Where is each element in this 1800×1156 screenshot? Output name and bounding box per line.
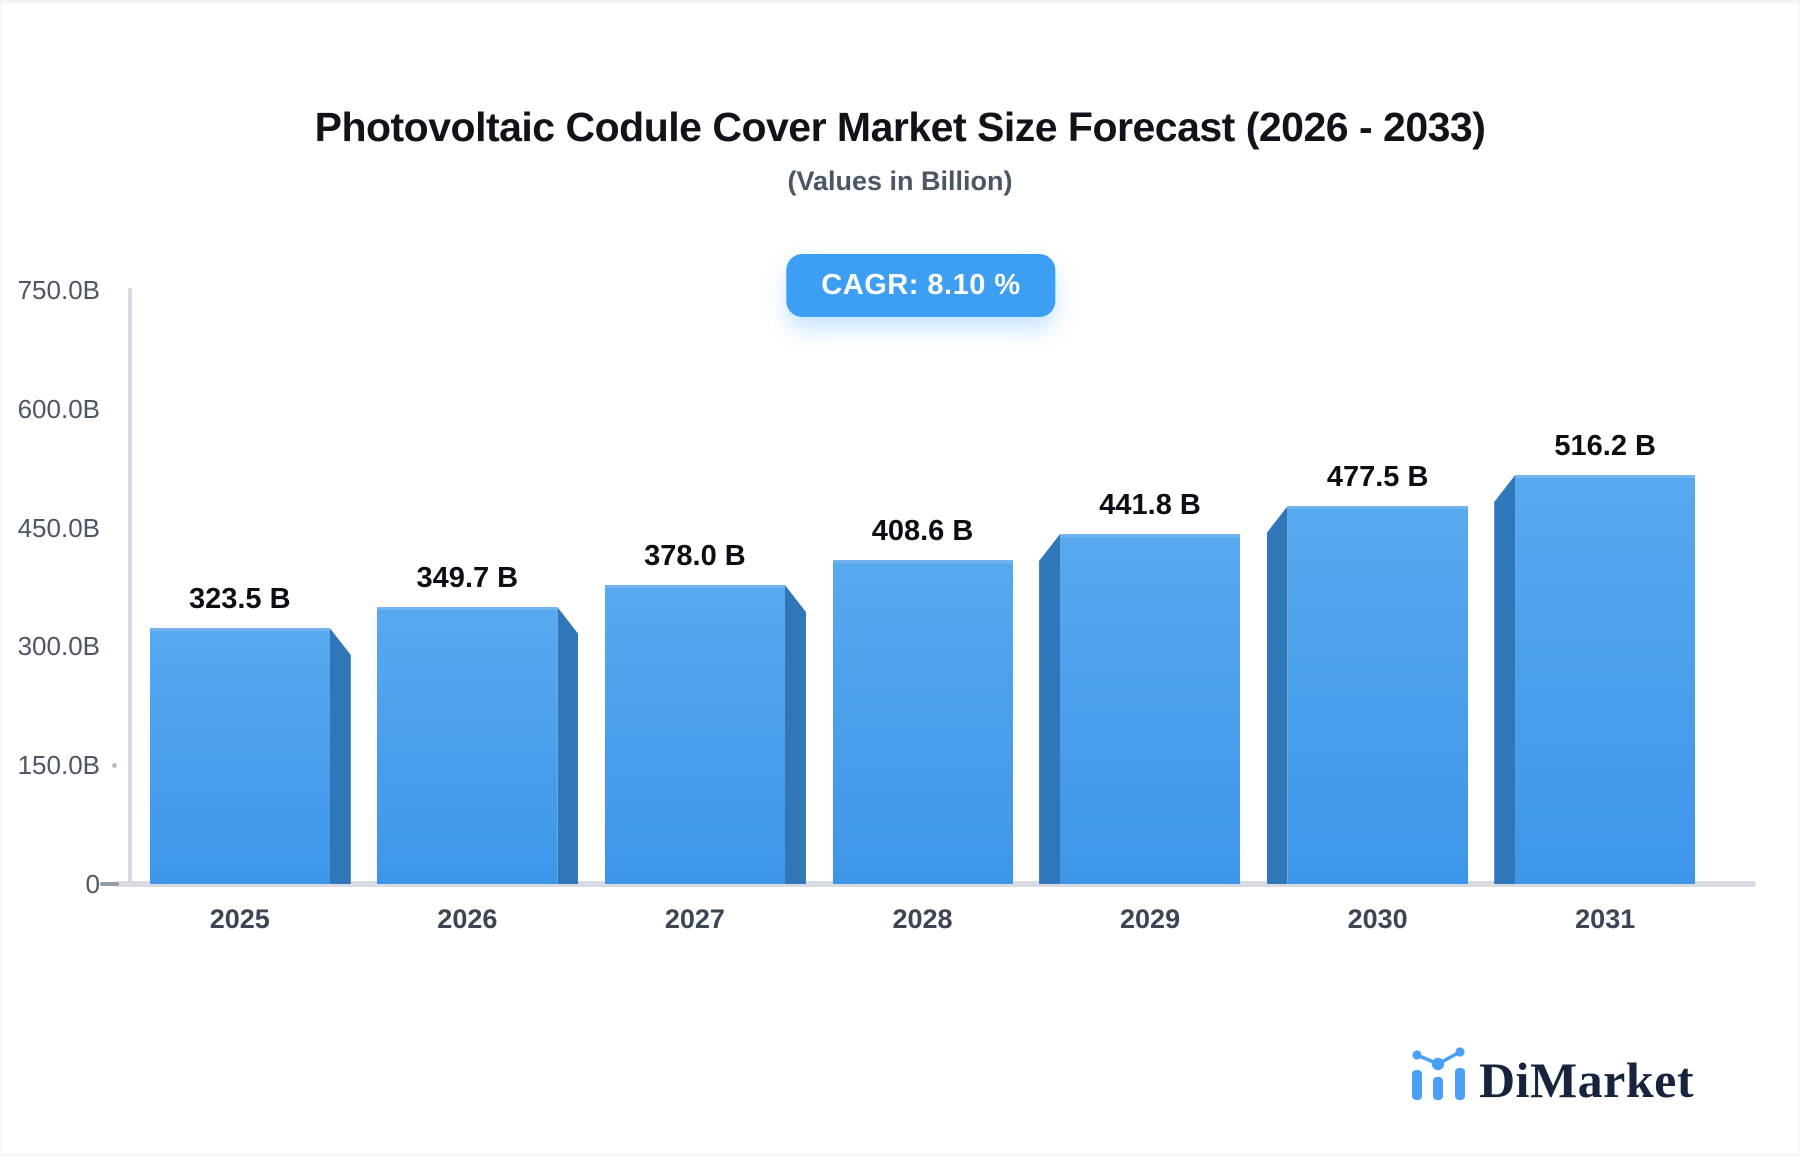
bar-chart-logo-icon [1411,1047,1465,1100]
bar-side [1494,475,1516,884]
bar [1287,506,1468,884]
bar-value-label: 516.2 B [1554,430,1656,462]
bar-side [1039,534,1061,884]
bar-side [1266,506,1288,884]
x-tick-label: 2031 [1575,904,1636,934]
y-tick-label: 150.0B [17,750,100,781]
zero-tick-mark [100,882,119,886]
bar [832,560,1013,884]
bar [1060,534,1241,884]
bar-value-label: 477.5 B [1326,461,1429,493]
chart-subtitle: (Values in Billion) [787,166,1013,196]
bar-value-label: 378.0 B [644,540,746,572]
bar [1515,475,1696,884]
x-tick-label: 2027 [664,904,725,934]
bar-side [557,607,579,884]
bar [149,628,330,884]
y-axis-line [128,288,132,884]
y-tick-label: 600.0B [17,393,100,424]
bar-value-label: 349.7 B [416,562,519,594]
y-tick-label: 750.0B [17,275,100,305]
x-axis-baseline [114,881,1756,887]
bar-value-label: 408.6 B [871,515,974,547]
bar [604,585,785,884]
cagr-badge: CAGR: 8.10 % [786,254,1056,317]
x-tick-label: 2026 [437,904,498,934]
bar-value-label: 441.8 B [1099,489,1201,521]
x-tick-label: 2025 [209,904,270,934]
bar [377,607,558,884]
y-tick-label: 0 [85,869,100,899]
y-tick-label: 300.0B [17,631,100,662]
chart-title: Photovoltaic Codule Cover Market Size Fo… [314,104,1486,150]
x-tick-label: 2029 [1120,904,1181,934]
bar-side [329,628,351,884]
x-tick-label: 2028 [892,904,953,934]
tick-150-mark [112,763,117,768]
logo-text: DiMarket [1478,1052,1694,1108]
y-tick-label: 450.0B [17,512,100,543]
logo: DiMarket [1409,1042,1694,1106]
top-edge-strip [0,0,1800,3]
x-tick-label: 2030 [1347,904,1408,934]
bar-value-label: 323.5 B [188,583,291,615]
bar-side [784,585,806,884]
